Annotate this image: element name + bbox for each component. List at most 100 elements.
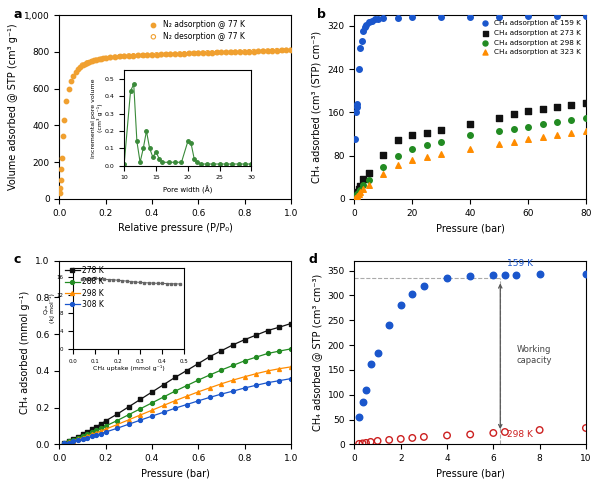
288 K (160, 394, 167, 400)
CH₄ adsorption at 273 K (552, 103, 562, 111)
298 K (183, 393, 190, 399)
CH₄ adsorption at 159 K (379, 15, 388, 22)
298 K (113, 422, 121, 428)
308 K (172, 405, 179, 411)
CH₄ adsorption at 323 K (393, 161, 403, 169)
308 K (97, 431, 104, 436)
N₂ adsorption @ 77 K (152, 51, 161, 58)
CH₄ adsorption at 159 K (360, 23, 370, 31)
CH₄ adsorption at 298 K (436, 138, 446, 146)
CH₄ adsorption at 273 K (350, 193, 360, 201)
N₂ adsorption @ 77 K (94, 56, 104, 63)
308 K (113, 425, 121, 431)
298 K (160, 403, 167, 409)
N₂ desorption @ 77 K (124, 52, 134, 60)
N₂ adsorption @ 77 K (170, 50, 180, 58)
CH₄ adsorption at 298 K (509, 125, 518, 132)
N₂ adsorption @ 77 K (175, 50, 185, 57)
Point (358, 439, 367, 447)
CH₄ adsorption at 273 K (422, 129, 431, 137)
N₂ desorption @ 77 K (221, 49, 231, 56)
308 K (74, 437, 82, 443)
N₂ adsorption @ 77 K (56, 177, 65, 185)
308 K (65, 440, 72, 446)
CH₄ adsorption at 298 K (407, 145, 417, 153)
CH₄ adsorption at 159 K (494, 13, 504, 20)
N₂ adsorption @ 77 K (106, 54, 115, 61)
CH₄ adsorption at 298 K (566, 116, 576, 124)
N₂ desorption @ 77 K (193, 49, 203, 57)
308 K (183, 402, 190, 408)
Point (419, 433, 428, 441)
Point (354, 413, 364, 421)
CH₄ adsorption at 298 K (354, 188, 364, 196)
308 K (275, 378, 283, 384)
N₂ desorption @ 77 K (249, 48, 259, 56)
298 K (264, 368, 271, 374)
298 K (74, 436, 82, 442)
CH₄ adsorption at 323 K (436, 150, 446, 158)
Point (442, 431, 452, 439)
N₂ desorption @ 77 K (272, 47, 282, 55)
N₂ desorption @ 77 K (208, 49, 217, 56)
298 K (194, 389, 202, 395)
CH₄ adsorption at 159 K (466, 13, 475, 20)
N₂ adsorption @ 77 K (55, 184, 65, 192)
CH₄ adsorption at 298 K (552, 118, 562, 126)
278 K (65, 438, 72, 444)
CH₄ adsorption at 273 K (509, 110, 518, 118)
CH₄ adsorption at 323 K (552, 131, 562, 139)
308 K (229, 388, 236, 394)
N₂ adsorption @ 77 K (249, 48, 259, 56)
N₂ desorption @ 77 K (240, 48, 250, 56)
278 K (160, 382, 167, 388)
298 K (102, 426, 109, 432)
N₂ adsorption @ 77 K (115, 53, 124, 60)
N₂ desorption @ 77 K (143, 51, 152, 59)
N₂ adsorption @ 77 K (68, 72, 78, 80)
CH₄ adsorption at 159 K (350, 135, 360, 143)
CH₄ adsorption at 159 K (367, 17, 377, 24)
278 K (79, 431, 86, 437)
278 K (253, 332, 260, 338)
298 K (137, 412, 144, 418)
N₂ adsorption @ 77 K (56, 166, 66, 173)
N₂ adsorption @ 77 K (147, 51, 157, 59)
N₂ adsorption @ 77 K (82, 59, 92, 67)
N₂ desorption @ 77 K (263, 47, 272, 55)
Y-axis label: CH₄ adsorbed (mmol g⁻¹): CH₄ adsorbed (mmol g⁻¹) (20, 291, 30, 414)
CH₄ adsorption at 273 K (523, 107, 533, 114)
N₂ desorption @ 77 K (179, 50, 189, 57)
N₂ desorption @ 77 K (96, 56, 106, 63)
N₂ desorption @ 77 K (189, 50, 199, 57)
Point (361, 386, 371, 393)
Line: 278 K: 278 K (62, 321, 293, 445)
Point (396, 435, 406, 443)
N₂ adsorption @ 77 K (184, 50, 194, 57)
N₂ adsorption @ 77 K (110, 53, 120, 61)
N₂ desorption @ 77 K (281, 46, 291, 54)
N₂ desorption @ 77 K (78, 61, 88, 69)
N₂ desorption @ 77 K (119, 53, 129, 60)
298 K (287, 364, 295, 370)
CH₄ adsorption at 298 K (351, 193, 361, 201)
Y-axis label: CH₄ adsorbed (cm³ (STP) cm⁻³): CH₄ adsorbed (cm³ (STP) cm⁻³) (312, 31, 322, 183)
Point (512, 271, 521, 279)
308 K (93, 432, 100, 438)
N₂ adsorption @ 77 K (263, 47, 272, 55)
Point (385, 436, 394, 444)
CH₄ adsorption at 298 K (523, 123, 533, 131)
CH₄ adsorption at 273 K (581, 99, 591, 107)
298 K (83, 433, 91, 439)
Point (354, 440, 364, 448)
Point (466, 272, 475, 280)
288 K (241, 358, 248, 364)
N₂ desorption @ 77 K (226, 48, 235, 56)
N₂ adsorption @ 77 K (59, 116, 69, 124)
N₂ desorption @ 77 K (198, 49, 208, 57)
288 K (229, 362, 236, 368)
CH₄ adsorption at 159 K (393, 14, 403, 22)
308 K (218, 391, 225, 397)
CH₄ adsorption at 159 K (361, 21, 371, 29)
CH₄ adsorption at 323 K (509, 138, 518, 146)
